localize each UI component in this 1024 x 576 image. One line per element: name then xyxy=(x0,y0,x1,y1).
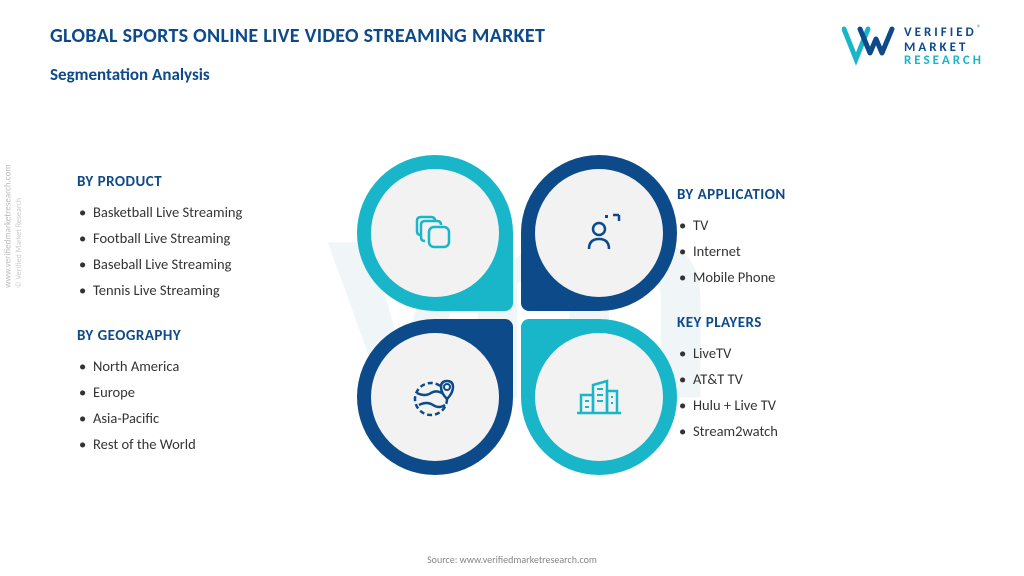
list-item: Tennis Live Streaming xyxy=(77,277,357,303)
title-block: GLOBAL SPORTS ONLINE LIVE VIDEO STREAMIN… xyxy=(50,24,545,85)
list-item: LiveTV xyxy=(677,340,957,366)
petal-application xyxy=(521,155,677,311)
segment-geography-list: North America Europe Asia-Pacific Rest o… xyxy=(77,353,357,457)
petal-geography xyxy=(357,319,513,475)
logo-mark-icon xyxy=(842,25,898,67)
main-container: GLOBAL SPORTS ONLINE LIVE VIDEO STREAMIN… xyxy=(0,0,1024,576)
header-row: GLOBAL SPORTS ONLINE LIVE VIDEO STREAMIN… xyxy=(50,24,984,85)
segment-product-list: Basketball Live Streaming Football Live … xyxy=(77,199,357,303)
segment-application-title: BY APPLICATION xyxy=(677,186,957,204)
segment-product: BY PRODUCT Basketball Live Streaming Foo… xyxy=(77,173,357,303)
segment-application: BY APPLICATION TV Internet Mobile Phone xyxy=(677,186,957,290)
logo-line-3: RESEARCH xyxy=(904,54,984,68)
petal-players xyxy=(521,319,677,475)
petal-product xyxy=(357,155,513,311)
list-item: Basketball Live Streaming xyxy=(77,199,357,225)
list-item: Rest of the World xyxy=(77,431,357,457)
list-item: Mobile Phone xyxy=(677,264,957,290)
list-item: TV xyxy=(677,212,957,238)
segment-geography-title: BY GEOGRAPHY xyxy=(77,327,357,345)
globe-pin-icon xyxy=(411,373,459,421)
petal-product-inner xyxy=(371,169,499,297)
segment-players-title: KEY PLAYERS xyxy=(677,314,957,332)
list-item: North America xyxy=(77,353,357,379)
list-item: Stream2watch xyxy=(677,418,957,444)
petal-application-inner xyxy=(535,169,663,297)
logo-line-2: MARKET xyxy=(904,41,984,55)
segment-product-title: BY PRODUCT xyxy=(77,173,357,191)
list-item: Hulu + Live TV xyxy=(677,392,957,418)
segment-players-list: LiveTV AT&T TV Hulu + Live TV Stream2wat… xyxy=(677,340,957,444)
list-item: Baseball Live Streaming xyxy=(77,251,357,277)
brand-logo: VERIFIED® MARKET RESEARCH xyxy=(842,24,984,68)
user-focus-icon xyxy=(575,209,623,257)
petal-diagram xyxy=(357,155,677,475)
layers-icon xyxy=(411,209,459,257)
content-grid: BY PRODUCT Basketball Live Streaming Foo… xyxy=(50,105,984,525)
list-item: Europe xyxy=(77,379,357,405)
segment-geography: BY GEOGRAPHY North America Europe Asia-P… xyxy=(77,327,357,457)
list-item: Internet xyxy=(677,238,957,264)
buildings-icon xyxy=(575,373,623,421)
petal-geography-inner xyxy=(371,333,499,461)
logo-text-block: VERIFIED® MARKET RESEARCH xyxy=(904,24,984,68)
logo-line-1: VERIFIED® xyxy=(904,24,984,41)
left-column: BY PRODUCT Basketball Live Streaming Foo… xyxy=(77,173,357,457)
page-title: GLOBAL SPORTS ONLINE LIVE VIDEO STREAMIN… xyxy=(50,24,545,48)
segment-application-list: TV Internet Mobile Phone xyxy=(677,212,957,290)
list-item: AT&T TV xyxy=(677,366,957,392)
petal-players-inner xyxy=(535,333,663,461)
segment-players: KEY PLAYERS LiveTV AT&T TV Hulu + Live T… xyxy=(677,314,957,444)
list-item: Asia-Pacific xyxy=(77,405,357,431)
page-subtitle: Segmentation Analysis xyxy=(50,64,545,85)
list-item: Football Live Streaming xyxy=(77,225,357,251)
right-column: BY APPLICATION TV Internet Mobile Phone … xyxy=(677,186,957,444)
